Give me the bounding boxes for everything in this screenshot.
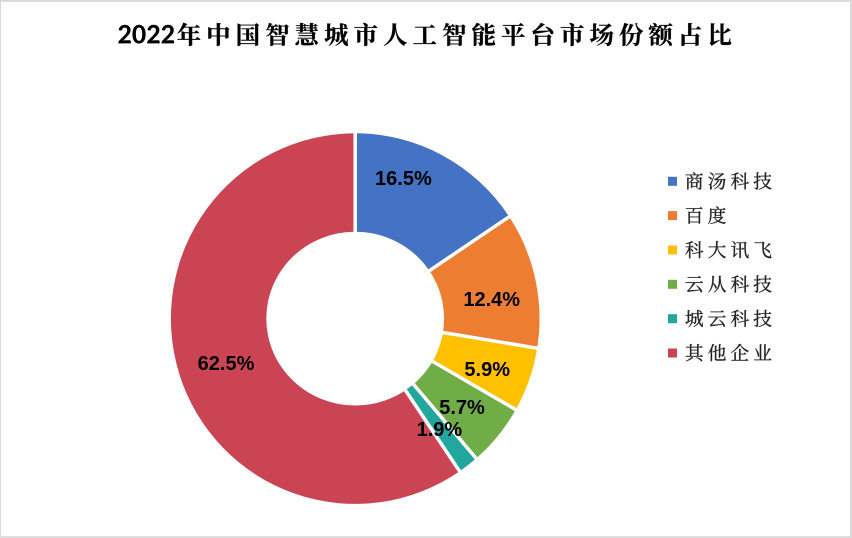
svg-text:12.4%: 12.4% [463,289,520,311]
svg-text:5.7%: 5.7% [439,397,485,419]
svg-text:5.9%: 5.9% [464,359,510,381]
svg-text:1.9%: 1.9% [417,419,463,441]
svg-text:16.5%: 16.5% [375,168,432,190]
svg-text:62.5%: 62.5% [198,353,255,375]
